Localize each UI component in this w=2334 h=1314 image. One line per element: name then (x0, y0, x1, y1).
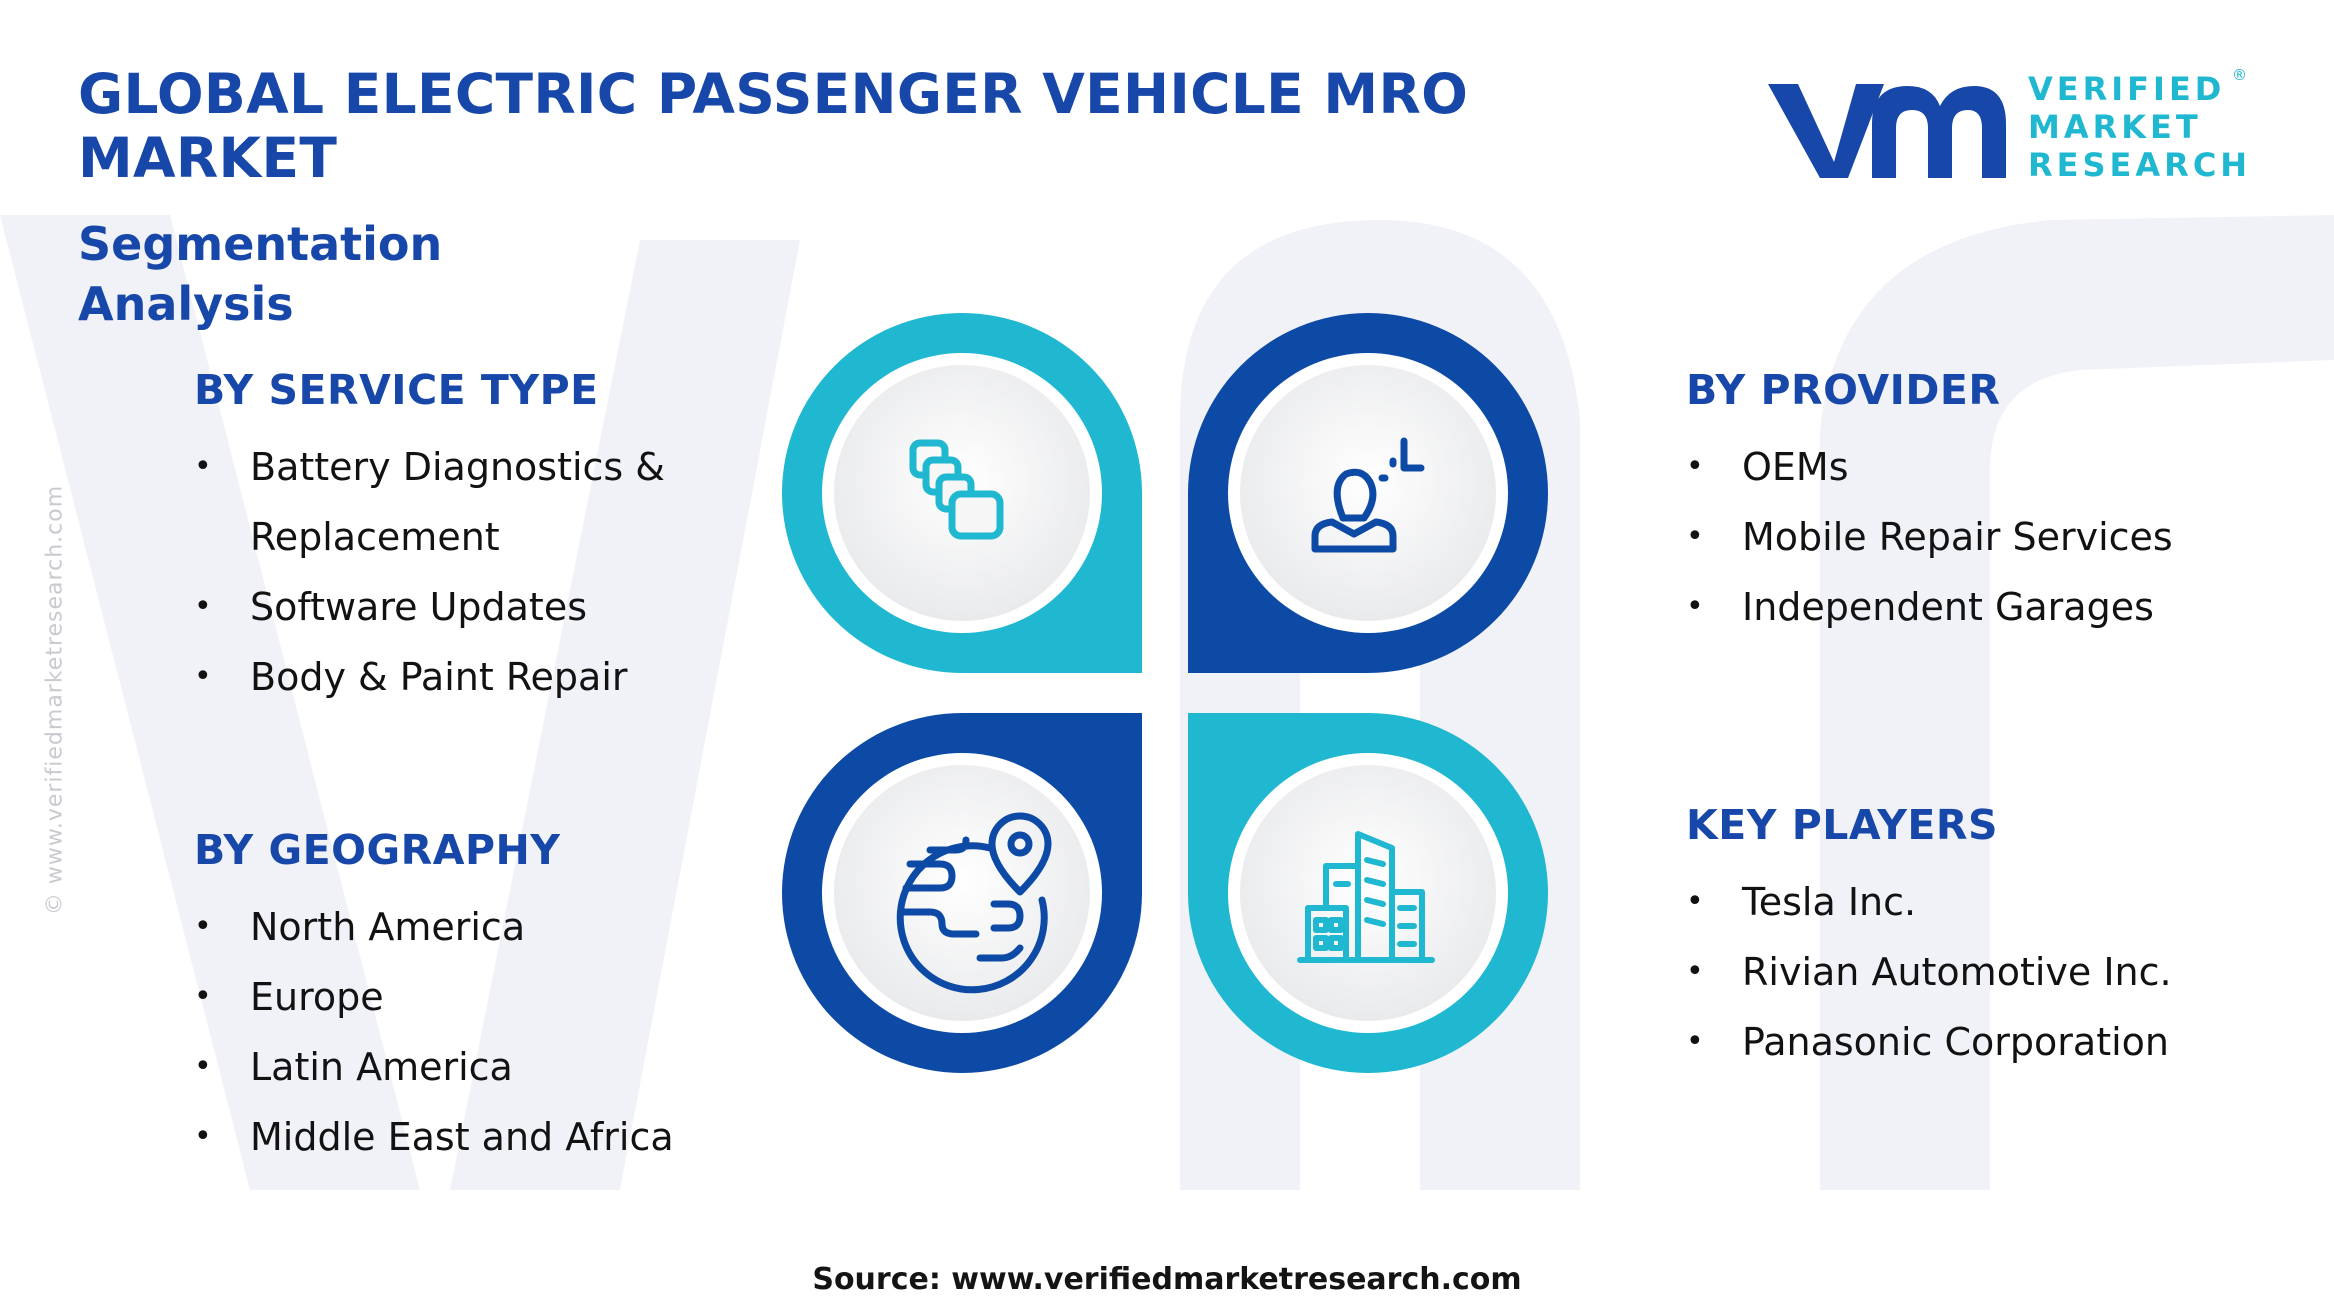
stacked-squares-icon (909, 439, 1004, 540)
list-item: Mobile Repair Services (1686, 502, 2246, 572)
list-item: Software Updates (194, 572, 754, 642)
segment-list-provider: OEMs Mobile Repair Services Independent … (1686, 432, 2246, 642)
segment-heading-key-players: KEY PLAYERS (1686, 801, 1999, 849)
list-item: Middle East and Africa (194, 1102, 754, 1172)
list-item: Tesla Inc. (1686, 867, 2246, 937)
list-item: Battery Diagnostics & Replacement (194, 432, 754, 572)
list-item: North America (194, 892, 754, 962)
list-item: Rivian Automotive Inc. (1686, 937, 2246, 1007)
globe-location-icon (896, 812, 1052, 994)
segment-service-type: BY SERVICE TYPE Battery Diagnostics & Re… (194, 362, 754, 712)
segment-provider: BY PROVIDER OEMs Mobile Repair Services … (1686, 362, 2246, 642)
list-item: Panasonic Corporation (1686, 1007, 2246, 1077)
page-title: GLOBAL ELECTRIC PASSENGER VEHICLE MRO MA… (78, 62, 1469, 190)
logo-wordmark: VERIFIED MARKET RESEARCH (2028, 70, 2251, 184)
segment-heading-provider: BY PROVIDER (1686, 366, 2001, 414)
list-item: Latin America (194, 1032, 754, 1102)
logo-line-market: MARKET (2028, 108, 2202, 146)
list-item: Body & Paint Repair (194, 642, 754, 712)
logo-line-research: RESEARCH (2028, 146, 2252, 184)
petal-bottom-right (1188, 713, 1548, 1073)
buildings-icon (1297, 831, 1435, 963)
segment-list-service-type: Battery Diagnostics & Replacement Softwa… (194, 432, 754, 712)
list-item: OEMs (1686, 432, 2246, 502)
source-footer: Source: www.verifiedmarketresearch.com (812, 1262, 1522, 1297)
page-subtitle: Segmentation Analysis (78, 217, 443, 331)
list-item: Europe (194, 962, 754, 1032)
list-item: Independent Garages (1686, 572, 2246, 642)
segment-key-players: KEY PLAYERS Tesla Inc. Rivian Automotive… (1686, 797, 2246, 1077)
vmr-logo-icon (1768, 84, 2006, 178)
logo-line-verified: VERIFIED (2028, 70, 2226, 108)
petal-bottom-left (782, 713, 1142, 1073)
segment-list-geography: North America Europe Latin America Middl… (194, 892, 754, 1172)
petal-top-left (782, 313, 1142, 673)
side-credit: © www.verifiedmarketresearch.com (42, 484, 68, 916)
segment-list-key-players: Tesla Inc. Rivian Automotive Inc. Panaso… (1686, 867, 2246, 1077)
verified-market-research-logo: VERIFIED MARKET RESEARCH ® (1760, 66, 2250, 196)
segment-geography: BY GEOGRAPHY North America Europe Latin … (194, 822, 754, 1172)
petal-top-right (1188, 313, 1548, 673)
segment-petal-graphic (782, 313, 1548, 1073)
segment-heading-service-type: BY SERVICE TYPE (194, 366, 599, 414)
registered-mark: ® (2232, 66, 2247, 84)
segment-heading-geography: BY GEOGRAPHY (194, 826, 561, 874)
person-signal-icon (1311, 437, 1425, 553)
